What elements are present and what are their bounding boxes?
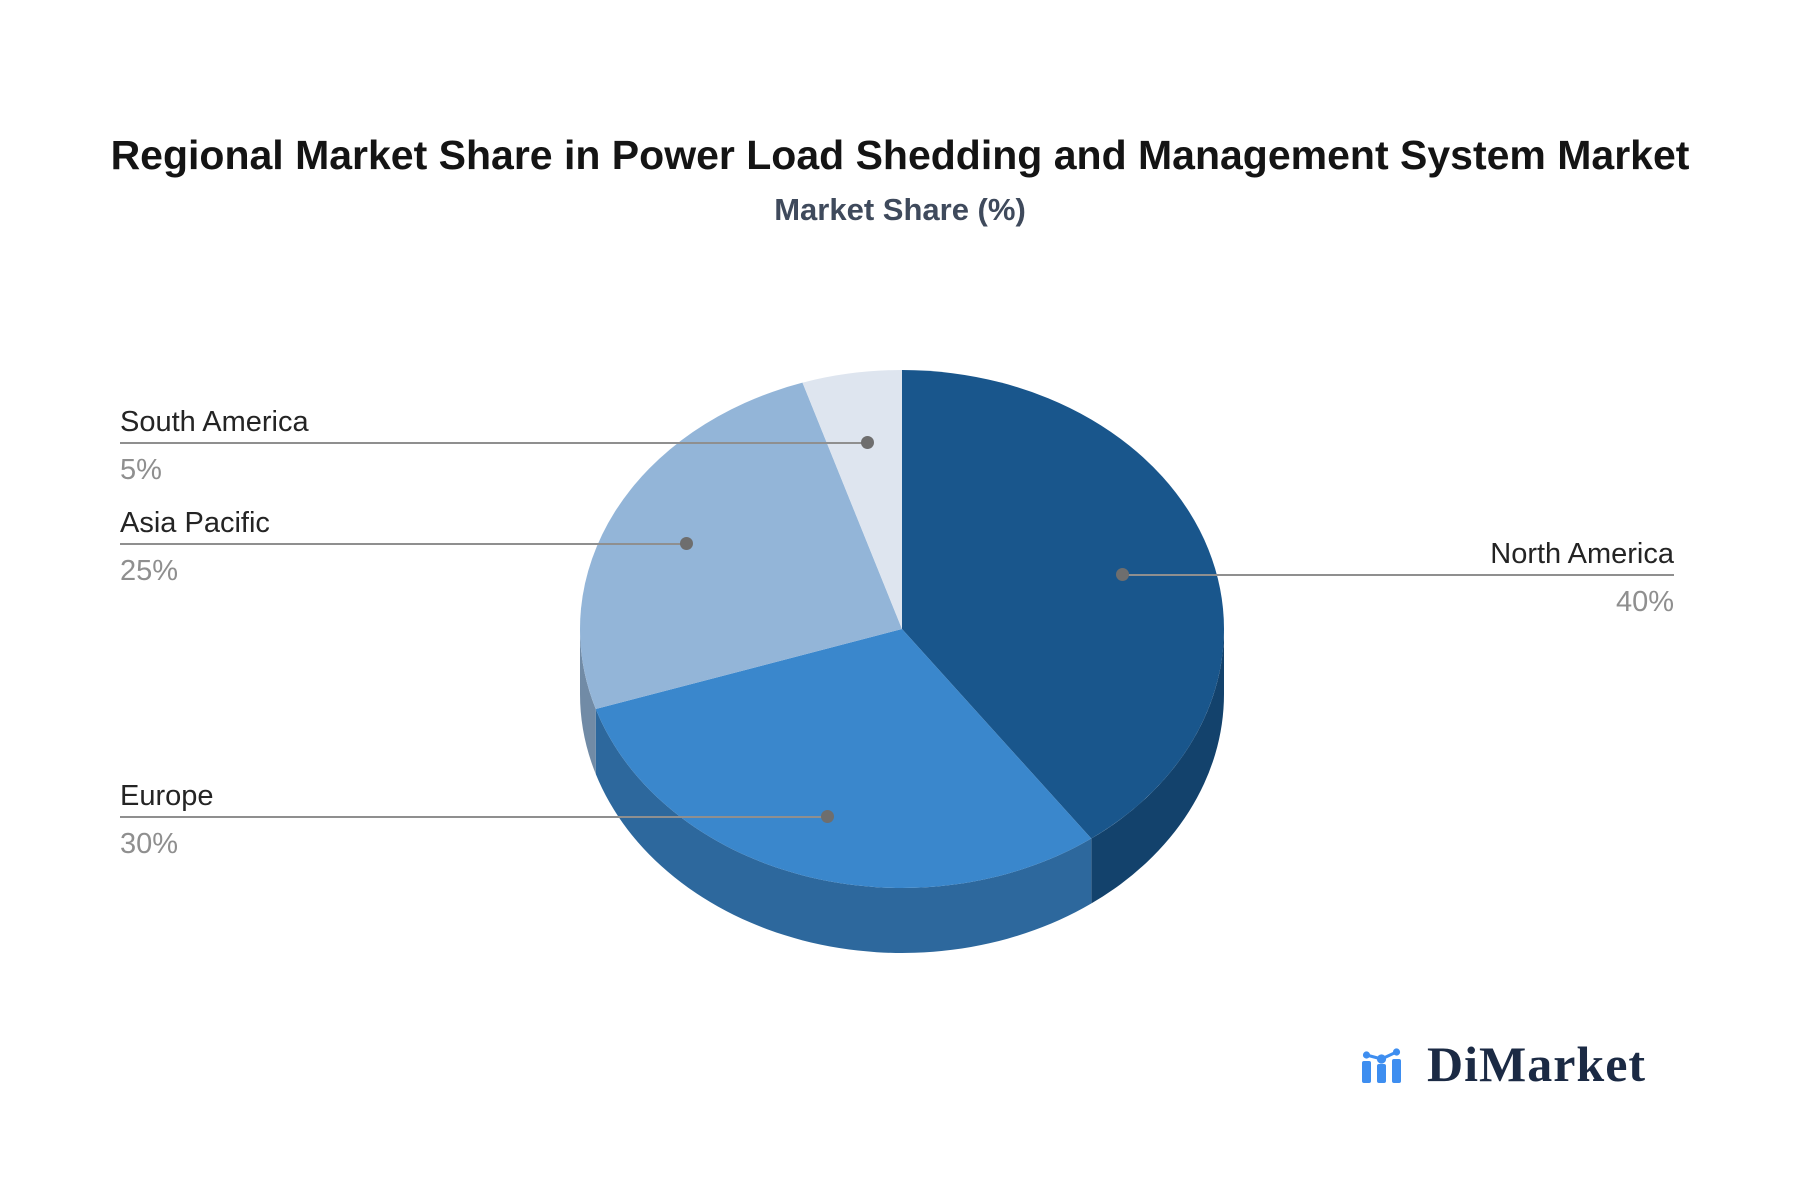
leader-line-asia-pacific [120,543,687,545]
pie-slice-side-north-america [1091,629,1224,904]
pie-slice-south-america [802,370,902,629]
leader-dot-north-america [1116,568,1129,581]
label-south-america: South America [120,406,309,438]
bar-chart-trend-icon [1362,1048,1401,1083]
leader-line-south-america [120,442,868,444]
logo-text: DiMarket [1427,1036,1647,1092]
leader-dot-europe [821,810,834,823]
leader-line-europe [120,816,828,818]
pie-slice-side-asia-pacific [580,629,596,775]
leader-dot-asia-pacific [680,537,693,550]
value-north-america: 40% [1615,586,1674,618]
leader-line-north-america [1123,574,1674,576]
value-asia-pacific: 25% [120,555,179,587]
value-south-america: 5% [120,454,162,486]
label-north-america: North America [1490,538,1674,570]
pie-slice-asia-pacific [580,382,902,710]
chart-subtitle: Market Share (%) [774,192,1026,227]
chart-title: Regional Market Share in Power Load Shed… [110,132,1690,178]
pie-slice-europe [595,629,1092,888]
leader-dot-south-america [861,436,874,449]
dimarket-logo: DiMarket [1362,1036,1646,1092]
pie-slice-side-europe [595,709,1092,954]
label-asia-pacific: Asia Pacific [120,507,270,539]
pie-slice-north-america [902,370,1224,839]
label-europe: Europe [120,780,214,812]
value-europe: 30% [120,828,179,860]
